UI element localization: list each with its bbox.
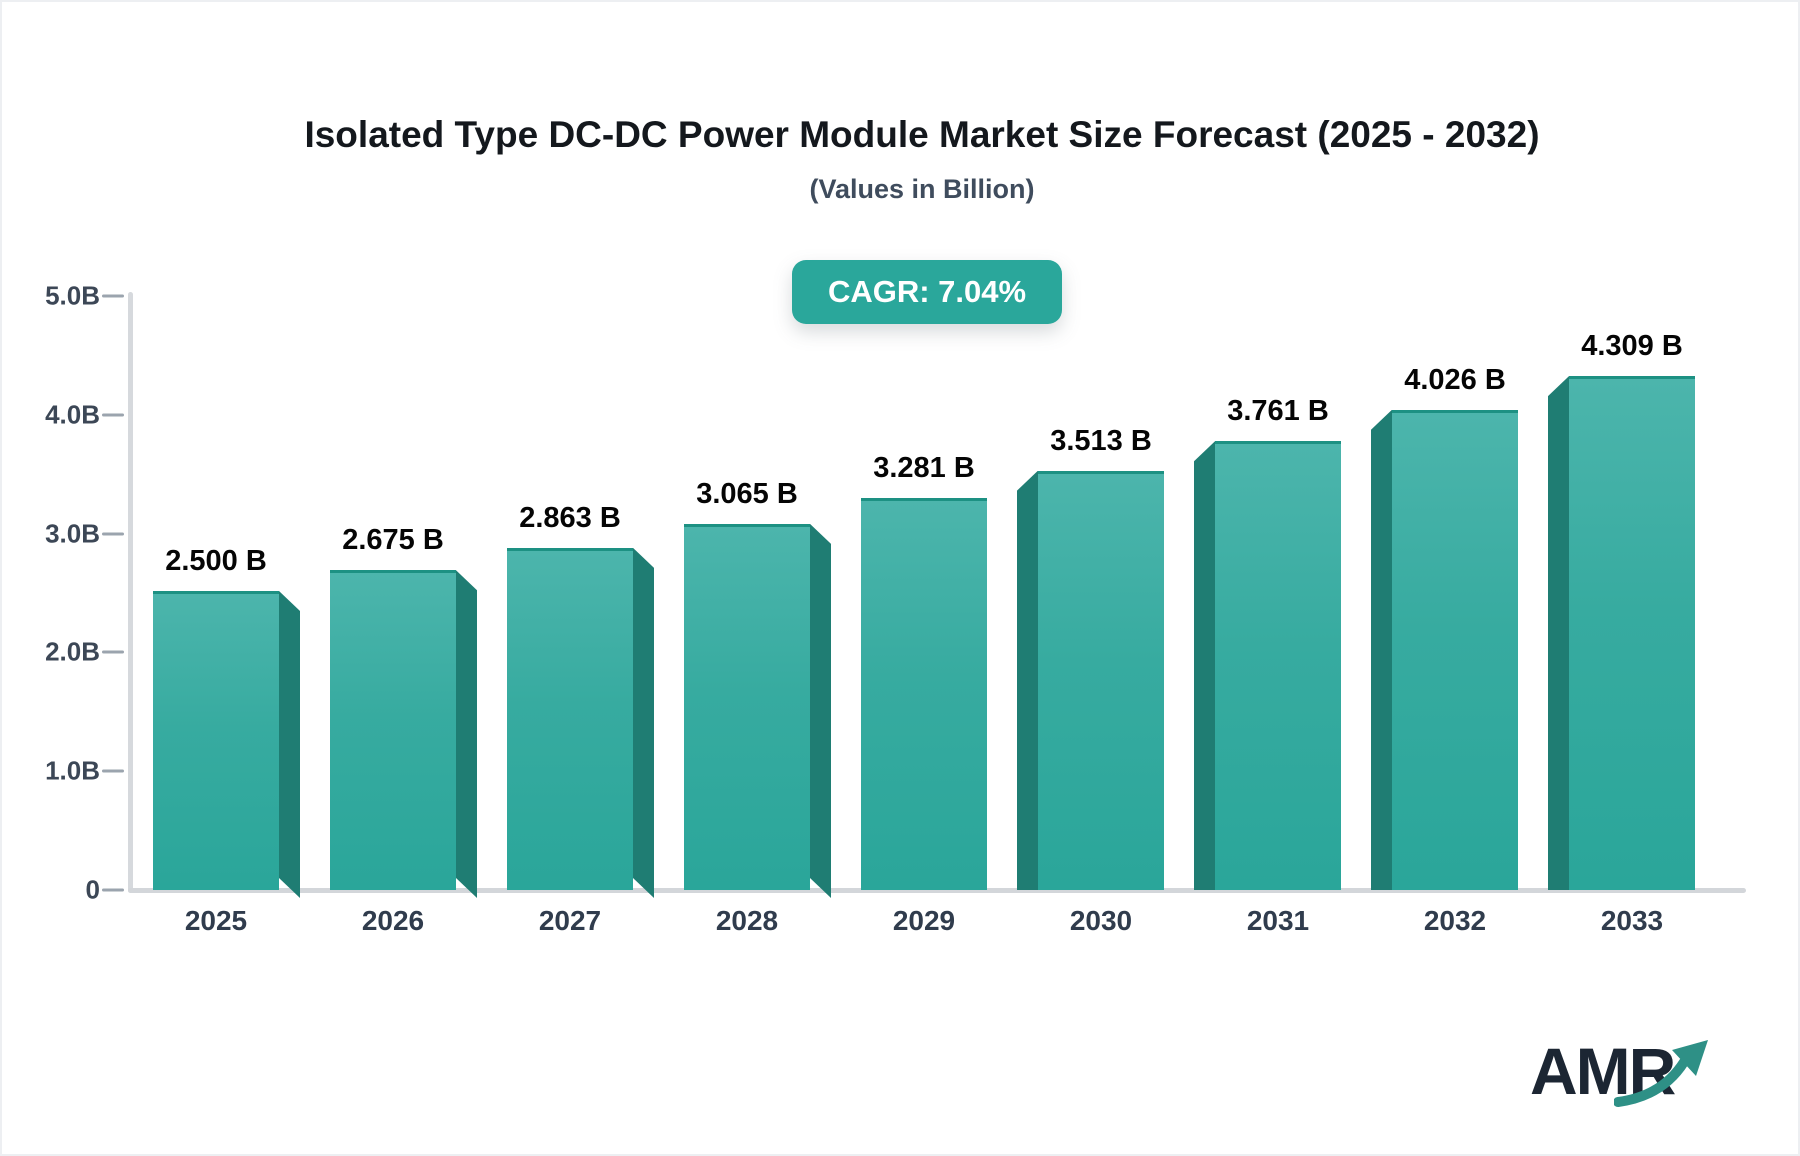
bar-value-label: 3.281 B bbox=[873, 452, 975, 485]
y-axis-tick-mark bbox=[102, 650, 124, 654]
x-axis-line bbox=[128, 888, 1746, 893]
x-axis-label: 2028 bbox=[715, 905, 779, 936]
bar-3d-side bbox=[1371, 409, 1392, 890]
y-axis-tick-label: 0 bbox=[85, 874, 100, 905]
x-axis-label: 2026 bbox=[361, 905, 425, 936]
bar bbox=[684, 523, 810, 890]
x-axis-label: 2027 bbox=[538, 905, 602, 936]
y-axis-tick-label: 3.0B bbox=[45, 518, 100, 549]
bar-value-label: 4.026 B bbox=[1404, 363, 1506, 396]
bar-3d-side bbox=[633, 548, 654, 898]
y-axis-tick-mark bbox=[102, 294, 124, 298]
bar bbox=[1038, 470, 1164, 890]
bar-3d-side bbox=[456, 570, 477, 898]
bar-3d-side bbox=[1194, 441, 1215, 890]
chart-subtitle: (Values in Billion) bbox=[809, 174, 1035, 204]
bar bbox=[1215, 441, 1341, 890]
bar bbox=[507, 547, 633, 890]
bar bbox=[1392, 409, 1518, 890]
y-axis-tick-mark bbox=[102, 413, 124, 417]
bar bbox=[861, 498, 987, 890]
cagr-badge: CAGR: 7.04% bbox=[792, 260, 1062, 324]
bar-3d-side bbox=[279, 591, 300, 898]
bar-3d-side bbox=[810, 524, 831, 898]
y-axis-line bbox=[128, 292, 133, 893]
y-axis-tick-mark bbox=[102, 532, 124, 536]
bar-value-label: 3.065 B bbox=[696, 477, 798, 510]
amr-logo: AMR bbox=[1530, 1036, 1710, 1114]
y-axis-tick-mark bbox=[102, 888, 124, 892]
cagr-badge-label: CAGR: 7.04% bbox=[827, 274, 1027, 309]
bar-value-label: 3.513 B bbox=[1050, 424, 1152, 457]
bar bbox=[330, 570, 456, 890]
bar-value-label: 2.863 B bbox=[519, 501, 621, 534]
bar-value-label: 2.675 B bbox=[342, 524, 444, 557]
x-axis-label: 2030 bbox=[1069, 905, 1133, 936]
y-axis-tick-mark bbox=[102, 769, 124, 773]
y-axis-tick-label: 5.0B bbox=[45, 280, 100, 311]
x-axis-label: 2029 bbox=[892, 905, 956, 936]
x-axis-label: 2031 bbox=[1246, 905, 1310, 936]
bar-3d-side bbox=[1548, 376, 1569, 890]
y-axis-tick-label: 4.0B bbox=[45, 399, 100, 430]
chart-title: Isolated Type DC-DC Power Module Market … bbox=[304, 114, 1540, 155]
x-axis-label: 2032 bbox=[1423, 905, 1487, 936]
bar-value-label: 3.761 B bbox=[1227, 395, 1329, 428]
bar bbox=[1569, 376, 1695, 890]
bar bbox=[153, 591, 279, 890]
x-axis-label: 2025 bbox=[184, 905, 248, 936]
y-axis-tick-label: 2.0B bbox=[45, 636, 100, 667]
bar-value-label: 4.309 B bbox=[1581, 330, 1683, 363]
x-axis-label: 2033 bbox=[1600, 905, 1664, 936]
y-axis-tick-label: 1.0B bbox=[45, 755, 100, 786]
growth-arrow-icon bbox=[1614, 1040, 1708, 1107]
bar-3d-side bbox=[1017, 470, 1038, 890]
bar-value-label: 2.500 B bbox=[165, 545, 267, 577]
